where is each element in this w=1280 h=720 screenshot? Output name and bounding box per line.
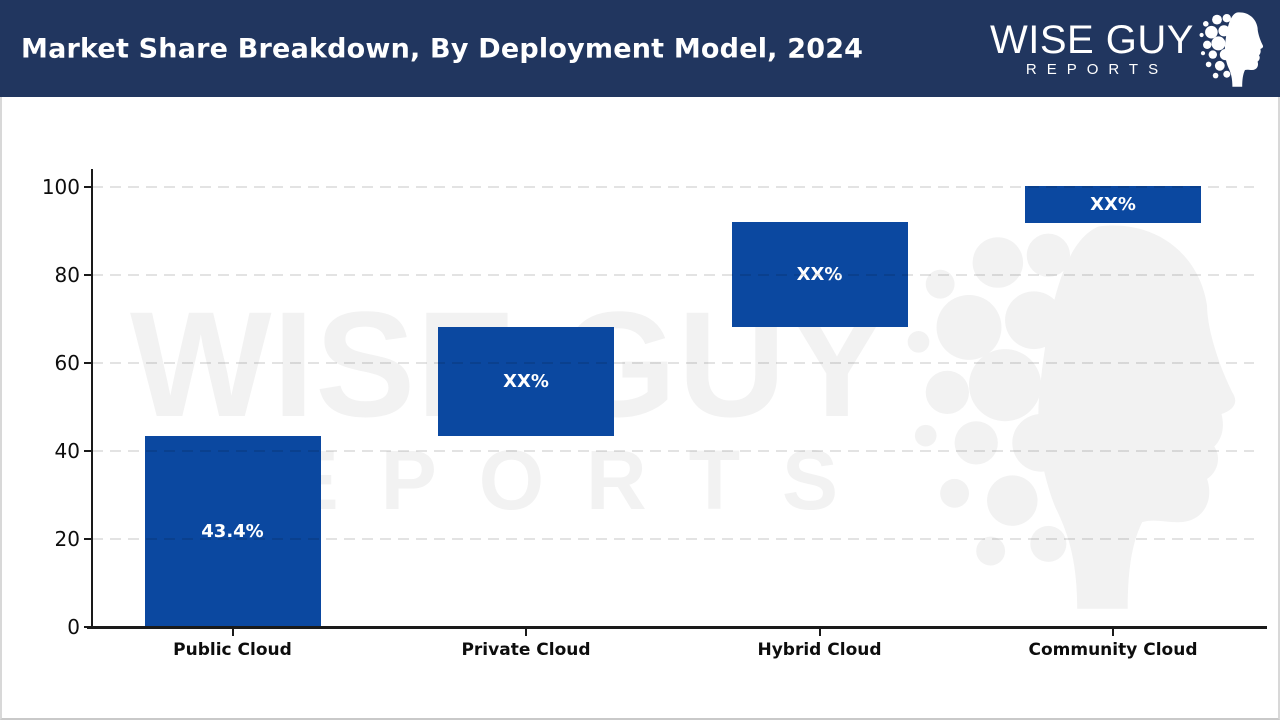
gridline-100 <box>92 186 1254 188</box>
dotted-head-icon <box>1199 12 1264 87</box>
watermark-dotted-head-icon <box>907 225 1236 609</box>
plot-region: WISE GUY REPORTS 43.4% XX% XX% XX% 0 20 40 60 80… <box>2 97 1278 718</box>
bar-community-cloud: XX% <box>1025 186 1201 224</box>
y-tick-label-0: 0 <box>67 615 80 639</box>
x-tick-private-cloud <box>525 629 527 636</box>
y-tick-label-60: 60 <box>54 351 80 375</box>
logo-text: WISE GUY REPORTS <box>990 19 1194 79</box>
y-tick-label-40: 40 <box>54 439 80 463</box>
bar-value-label-public-cloud: 43.4% <box>201 521 264 542</box>
bar-public-cloud: 43.4% <box>144 436 321 627</box>
y-tick-label-80: 80 <box>54 263 80 287</box>
bar-hybrid-cloud: XX% <box>731 222 908 327</box>
gridline-80 <box>92 274 1254 276</box>
gridline-40 <box>92 450 1254 452</box>
y-axis <box>91 169 93 628</box>
y-tick-label-20: 20 <box>54 527 80 551</box>
x-tick-community-cloud <box>1112 629 1114 636</box>
x-axis <box>87 626 1267 629</box>
y-tick-label-100: 100 <box>41 175 80 199</box>
logo-wordmark: WISE GUY <box>989 18 1194 62</box>
gridline-60 <box>92 362 1254 364</box>
gridline-20 <box>92 538 1254 540</box>
logo-subtitle: REPORTS <box>1025 61 1169 78</box>
page-title: Market Share Breakdown, By Deployment Mo… <box>21 33 864 64</box>
wise-guy-logo: WISE GUY REPORTS <box>990 6 1266 92</box>
y-tick-100 <box>84 186 92 188</box>
y-tick-40 <box>84 450 92 452</box>
chart-area: WISE GUY REPORTS 43.4% XX% XX% XX% 0 20 40 60 80… <box>0 97 1280 720</box>
y-tick-60 <box>84 362 92 364</box>
x-axis-label-community-cloud: Community Cloud <box>1028 640 1198 660</box>
x-axis-label-hybrid-cloud: Hybrid Cloud <box>757 640 882 660</box>
bar-value-label-community-cloud: XX% <box>1090 194 1136 216</box>
x-tick-hybrid-cloud <box>818 629 821 636</box>
x-tick-public-cloud <box>231 629 234 636</box>
x-axis-label-private-cloud: Private Cloud <box>461 640 591 660</box>
x-axis-label-public-cloud: Public Cloud <box>173 640 292 660</box>
bar-value-label-hybrid-cloud: XX% <box>796 264 843 286</box>
bar-private-cloud: XX% <box>438 326 614 437</box>
y-tick-20 <box>84 538 92 540</box>
y-tick-80 <box>84 274 92 276</box>
header-banner: Market Share Breakdown, By Deployment Mo… <box>0 0 1280 97</box>
y-tick-0 <box>84 626 92 628</box>
bar-value-label-private-cloud: XX% <box>503 370 549 392</box>
